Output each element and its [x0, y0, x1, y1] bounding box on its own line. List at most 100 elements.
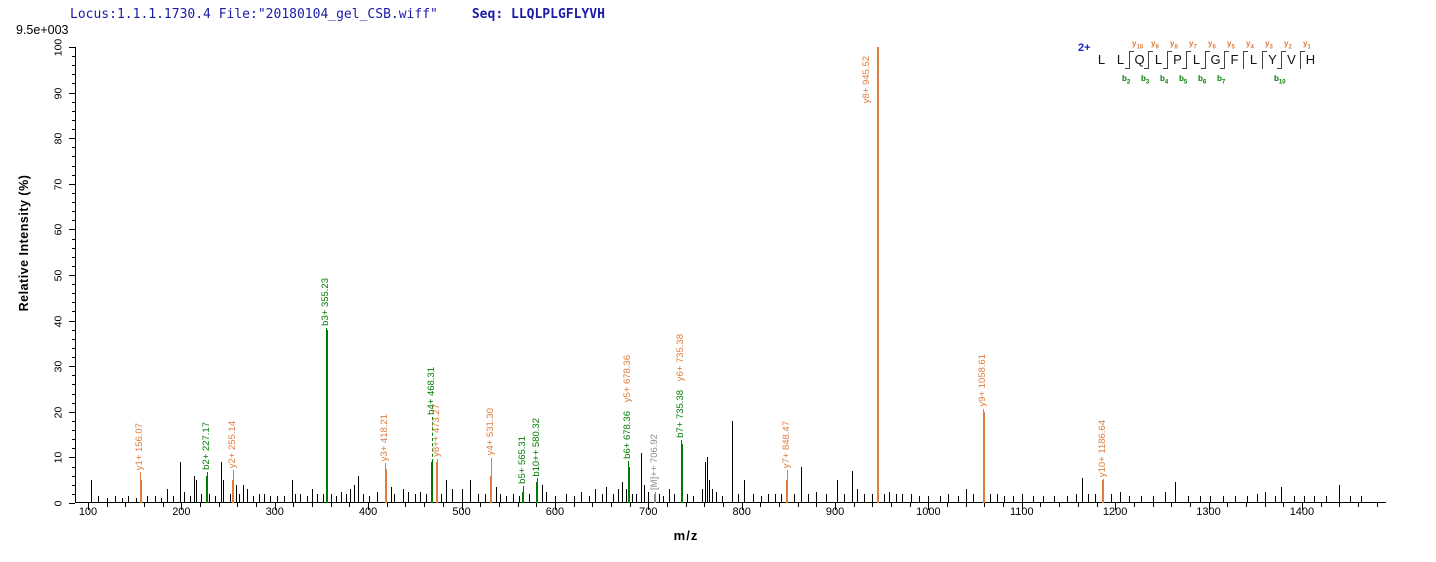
annotated-peak [206, 475, 209, 503]
y-axis-minor-tick [72, 293, 75, 295]
x-axis-minor-tick [984, 503, 986, 507]
fragmentation-site [1148, 51, 1149, 69]
spectrum-peak [612, 493, 614, 503]
spectrum-peak [737, 493, 739, 503]
annotated-peak [786, 480, 789, 503]
y-axis-minor-tick [72, 56, 75, 58]
spectrum-peak [636, 493, 638, 503]
spectrum-peak [350, 489, 352, 503]
spectrum-peak [711, 489, 713, 503]
x-axis-minor-tick [1171, 503, 1173, 507]
spectrum-peak [180, 461, 182, 503]
x-axis-minor-tick [1077, 503, 1079, 507]
y-axis-major-tick [69, 457, 75, 459]
y-axis-minor-tick [72, 338, 75, 340]
spectrum-peak [722, 496, 724, 503]
y-axis-minor-tick [72, 375, 75, 377]
x-axis-minor-tick [1245, 503, 1247, 507]
spectrum-peak [1274, 496, 1276, 503]
spectrum-peak [601, 493, 603, 503]
annotated-peak [654, 493, 657, 503]
spectrum-peak [512, 493, 514, 503]
y-ion-stub [1206, 51, 1210, 52]
spectrum-peak [246, 489, 248, 503]
x-axis-minor-tick [442, 503, 444, 507]
x-axis-minor-tick [629, 503, 631, 507]
x-axis-minor-tick [106, 503, 108, 507]
spectrum-peak [939, 496, 941, 503]
y-ion-stub [1282, 51, 1286, 52]
x-axis-minor-tick [1227, 503, 1229, 507]
spectrum-peak [323, 493, 325, 503]
spectrum-peak [973, 493, 975, 503]
spectrum-peak [872, 493, 874, 503]
spectrum-peak [767, 493, 769, 503]
peak-annotation: b5+ 565.31 [516, 435, 528, 484]
spectrum-peak [780, 493, 782, 503]
spectrum-peak [702, 489, 704, 503]
spectrum-peak [408, 491, 410, 503]
peptide-residue-cell: y6 b6 G [1198, 38, 1225, 92]
spectrum-peak [919, 496, 921, 503]
spectrum-peak [223, 480, 225, 503]
x-axis-minor-tick [1096, 503, 1098, 507]
y-axis-major-tick [69, 320, 75, 322]
x-axis-minor-tick [349, 503, 351, 507]
spectrum-peak [625, 489, 627, 503]
spectrum-peak [1088, 493, 1090, 503]
y-axis-minor-tick [72, 238, 75, 240]
peak-annotation: y8++ 473.27 [430, 404, 442, 457]
spectrum-peak [674, 493, 676, 503]
spectrum-peak [369, 496, 371, 503]
y-axis-minor-tick [72, 265, 75, 267]
y-axis-minor-tick [72, 247, 75, 249]
spectrum-peak [775, 493, 777, 503]
b-ion-stub [1163, 68, 1167, 69]
x-axis-title: m/z [673, 528, 699, 543]
peak-annotation: y10+ 1186.64 [1096, 420, 1108, 478]
y-ion-marker: y1 [1303, 39, 1311, 51]
spectrum-peak [705, 461, 707, 503]
x-axis-minor-tick [816, 503, 818, 507]
spectrum-peak [588, 496, 590, 503]
peptide-residue-cell: y10 b2 Q [1122, 38, 1149, 92]
spectrum-peak [184, 491, 186, 503]
spectrum-peak [363, 493, 365, 503]
spectrum-peak [146, 496, 148, 503]
spectrum-peak [128, 496, 130, 503]
fragmentation-site [1167, 51, 1168, 69]
x-axis-tick-label: 500 [452, 506, 471, 518]
x-axis-minor-tick [1189, 503, 1191, 507]
x-axis-minor-tick [760, 503, 762, 507]
fragmentation-site [1224, 51, 1225, 69]
spectrum-peak [851, 471, 853, 503]
spectrum-peak [484, 493, 486, 503]
y-axis-minor-tick [72, 192, 75, 194]
spectrum-peak [414, 493, 416, 503]
spectrum-peak [863, 493, 865, 503]
spectrum-peak [1326, 496, 1328, 503]
peptide-residue-cell: y7 b5 L [1179, 38, 1206, 92]
spectrum-peak [895, 493, 897, 503]
fragmentation-site [1243, 51, 1244, 69]
spectrum-peak [196, 480, 198, 503]
x-axis-major-tick [835, 503, 837, 510]
spectrum-peak [312, 489, 314, 503]
fragmentation-site [1205, 51, 1206, 69]
spectrum-peak [752, 493, 754, 503]
annotated-peak [522, 491, 524, 503]
x-axis-minor-tick [891, 503, 893, 507]
spectrum-peak [857, 489, 859, 503]
x-axis-minor-tick [965, 503, 967, 507]
annotated-peak [627, 466, 630, 503]
spectrum-peak [445, 480, 447, 503]
x-axis-major-tick [648, 503, 650, 510]
x-axis-major-tick [1301, 503, 1303, 510]
spectrum-peak [243, 484, 244, 503]
peak-annotation-leader [1102, 479, 1104, 481]
y-axis-minor-tick [72, 311, 75, 313]
peak-annotation-leader [490, 457, 492, 476]
spectrum-peak [707, 457, 709, 503]
y-axis-minor-tick [72, 329, 75, 331]
x-axis-tick-label: 1000 [916, 506, 941, 518]
